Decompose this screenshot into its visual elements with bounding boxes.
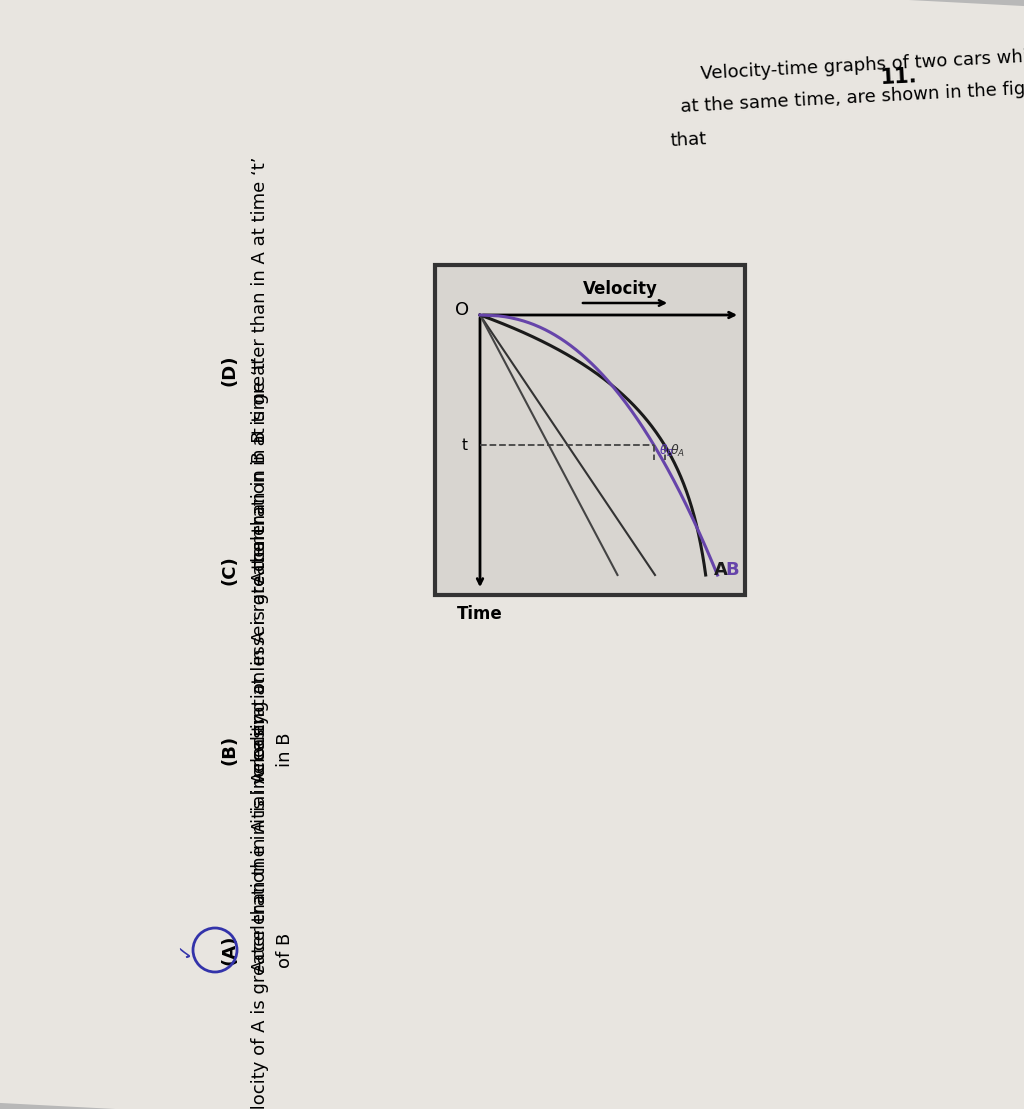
Text: of B: of B xyxy=(276,933,294,968)
Text: ✓: ✓ xyxy=(175,942,195,958)
Text: Velocity: Velocity xyxy=(583,279,657,298)
Text: Acceleration in A is greater than in B at time ‘t’: Acceleration in A is greater than in B a… xyxy=(251,357,269,783)
Text: t: t xyxy=(462,437,468,452)
Text: B: B xyxy=(725,561,739,579)
Text: $\theta_B$: $\theta_B$ xyxy=(658,442,674,459)
Text: $\theta_A$: $\theta_A$ xyxy=(670,442,685,459)
Text: Velocity-time graphs of two cars which start from rest: Velocity-time graphs of two cars which s… xyxy=(700,40,1024,83)
Text: at the same time, are shown in the figure. Graph shows,: at the same time, are shown in the figur… xyxy=(680,71,1024,116)
Text: Acceleration in B is greater than in A at time ‘t’: Acceleration in B is greater than in A a… xyxy=(251,156,269,583)
Text: 11.: 11. xyxy=(880,67,918,88)
Text: that: that xyxy=(670,130,708,150)
Text: A: A xyxy=(714,561,727,579)
Text: (B): (B) xyxy=(221,735,239,765)
Text: (C): (C) xyxy=(221,556,239,584)
Text: Time: Time xyxy=(457,606,503,623)
Text: (D): (D) xyxy=(221,354,239,386)
Text: in B: in B xyxy=(276,733,294,767)
Bar xyxy=(435,265,745,596)
Text: Initial velocity of A is greater than the initial velocity: Initial velocity of A is greater than th… xyxy=(251,713,269,1109)
Text: (A): (A) xyxy=(221,935,239,965)
Text: O: O xyxy=(455,301,469,319)
Text: Acceleration in A is increasing at lesser rate than: Acceleration in A is increasing at lesse… xyxy=(251,528,269,971)
